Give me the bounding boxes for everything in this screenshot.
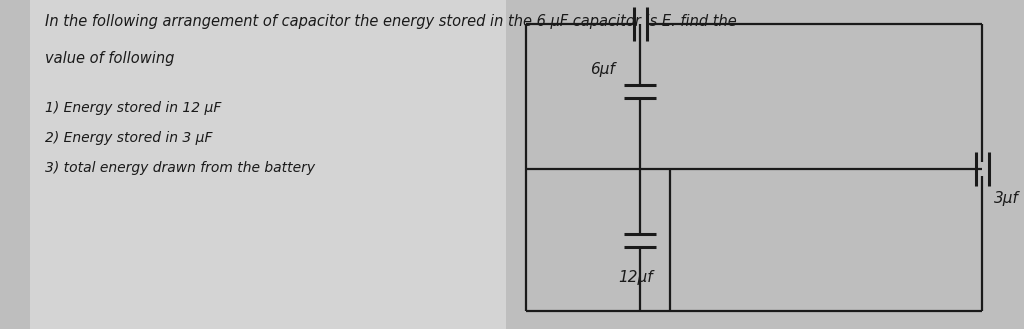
Text: 6μf: 6μf <box>591 62 615 77</box>
Text: value of following: value of following <box>45 51 174 66</box>
Text: 1) Energy stored in 12 μF: 1) Energy stored in 12 μF <box>45 101 221 115</box>
Text: In the following arrangement of capacitor the energy stored in the 6 μF capacito: In the following arrangement of capacito… <box>45 14 736 29</box>
Bar <box>30 0 506 329</box>
Text: 3) total energy drawn from the battery: 3) total energy drawn from the battery <box>45 161 314 175</box>
Text: 3μf: 3μf <box>994 191 1019 206</box>
Text: 12μf: 12μf <box>617 270 652 285</box>
Text: 2) Energy stored in 3 μF: 2) Energy stored in 3 μF <box>45 131 212 145</box>
